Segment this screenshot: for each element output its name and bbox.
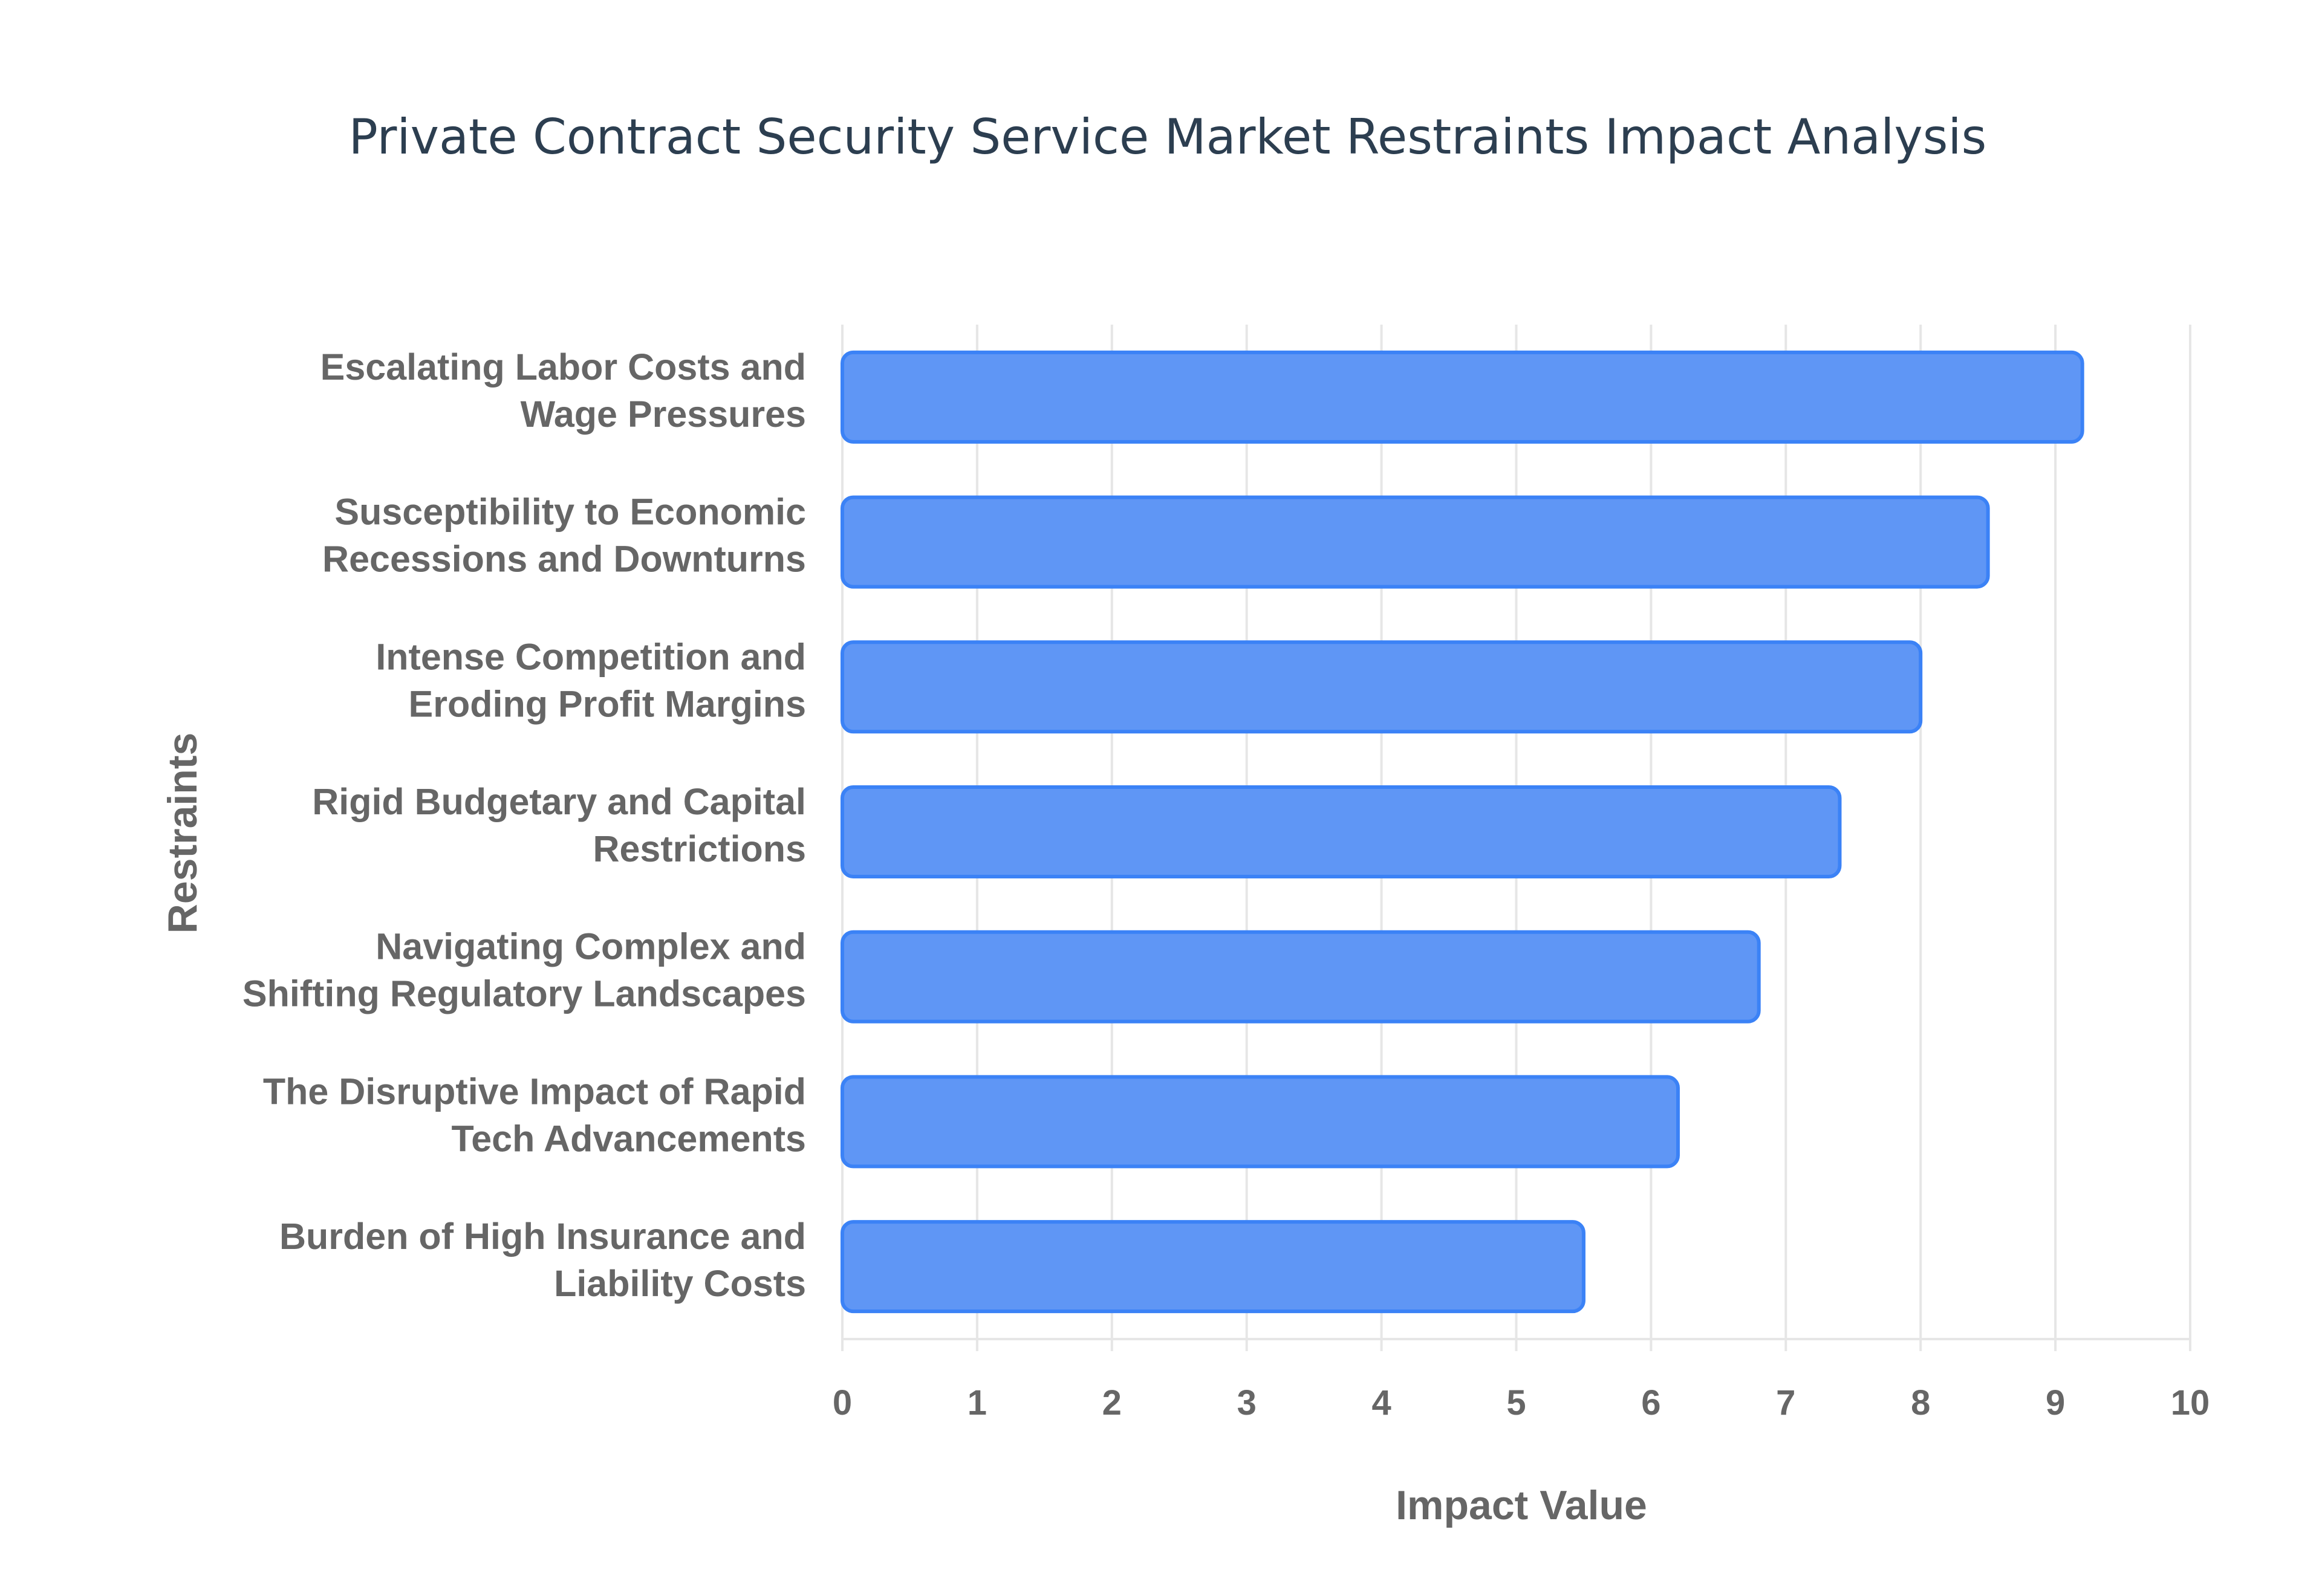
bar <box>841 640 1923 734</box>
x-tick-label: 6 <box>1641 1383 1660 1422</box>
y-tick-label-line: Burden of High Insurance and <box>279 1216 806 1257</box>
y-tick-label-line: Wage Pressures <box>521 394 806 435</box>
y-tick-label-line: Eroding Profit Margins <box>409 683 806 724</box>
y-tick-label-line: Liability Costs <box>554 1263 806 1304</box>
x-tick-label: 0 <box>833 1383 852 1422</box>
y-tick-label-line: Navigating Complex and <box>376 926 806 967</box>
y-tick-label: Navigating Complex and Shifting Regulator… <box>242 926 806 1014</box>
y-tick-label-line: The Disruptive Impact of Rapid <box>263 1071 806 1112</box>
y-tick-label: The Disruptive Impact of Rapid Tech Advan… <box>263 1071 806 1159</box>
y-tick-label-line: Shifting Regulatory Landscapes <box>242 973 806 1014</box>
x-tick-label: 2 <box>1102 1383 1122 1422</box>
y-tick-label-line: Restrictions <box>593 828 806 869</box>
y-tick-label: Intense Competition and Eroding Profit Ma… <box>376 636 806 724</box>
y-tick-label: Escalating Labor Costs and Wage Pressures <box>320 346 806 435</box>
bar <box>841 930 1761 1023</box>
y-tick-label-line: Escalating Labor Costs and <box>320 346 806 388</box>
x-tick-label: 8 <box>1911 1383 1930 1422</box>
y-tick-label-line: Intense Competition and <box>376 636 806 677</box>
bar <box>841 1220 1585 1314</box>
y-tick-label-line: Rigid Budgetary and Capital <box>312 781 806 822</box>
bar <box>841 495 1990 589</box>
x-tick-label: 7 <box>1776 1383 1795 1422</box>
y-tick-label-line: Recessions and Downturns <box>322 539 806 580</box>
y-axis-title: Restraints <box>160 733 206 934</box>
chart-title: Private Contract Security Service Market… <box>348 109 1987 165</box>
y-tick-label: Burden of High Insurance and Liability Co… <box>279 1216 806 1304</box>
y-tick-label-line: Tech Advancements <box>452 1118 806 1159</box>
x-tick-label: 10 <box>2171 1383 2210 1422</box>
x-tick-label: 1 <box>968 1383 987 1422</box>
x-axis-title: Impact Value <box>1396 1482 1647 1528</box>
x-tick-label: 5 <box>1506 1383 1526 1422</box>
bar <box>841 785 1842 878</box>
y-tick-label-line: Susceptibility to Economic <box>334 491 806 533</box>
bar <box>841 350 2084 444</box>
bar <box>841 1075 1680 1169</box>
y-tick-label: Susceptibility to Economic Recessions and… <box>322 491 806 580</box>
x-tick-label: 4 <box>1371 1383 1391 1422</box>
y-tick-label: Rigid Budgetary and Capital Restrictions <box>312 781 806 869</box>
x-tick-label: 9 <box>2046 1383 2065 1422</box>
x-tick-label: 3 <box>1237 1383 1257 1422</box>
